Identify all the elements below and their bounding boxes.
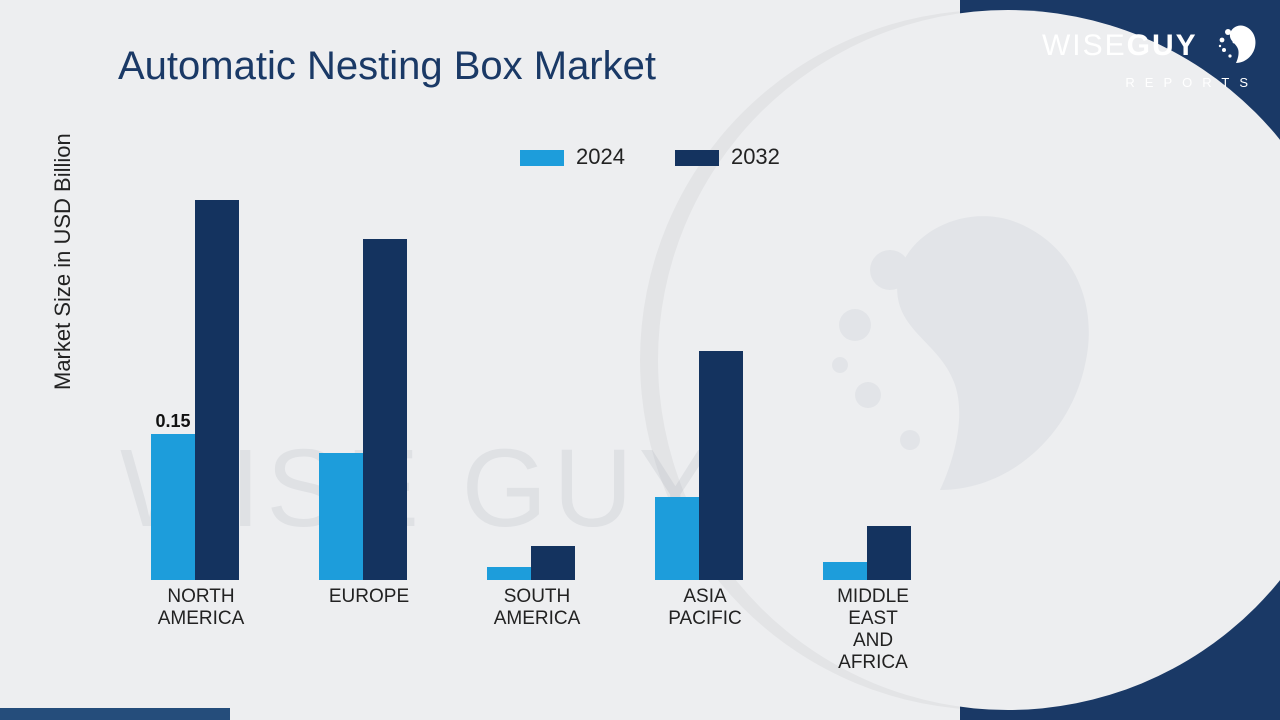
legend-label-2024: 2024 [576,144,625,169]
brand-name-part2: GUY [1127,29,1198,62]
legend-item-2024: 2024 [520,144,625,170]
legend-swatch-2024 [520,150,564,166]
category-label: ASIAPACIFIC [625,580,785,630]
chart-title: Automatic Nesting Box Market [118,44,656,89]
bar-2032 [363,239,407,580]
legend-swatch-2032 [675,150,719,166]
bottom-accent-bar [0,708,230,720]
bar-2032 [699,351,743,580]
brand-name-part1: WISE [1042,29,1127,62]
bar-2032 [867,526,911,580]
bar-value-label: 0.15 [147,411,199,434]
legend: 2024 2032 [520,144,780,170]
chart: Market Size in USD Billion 2024 2032 0.1… [60,160,1000,690]
category-label: SOUTHAMERICA [457,580,617,630]
category-label: NORTHAMERICA [121,580,281,630]
brand-sub: REPORTS [1042,76,1258,89]
category-label: EUROPE [289,580,449,608]
bar-2024 [319,453,363,580]
stage: WISEGUY REPORTS Automatic Nesting Box Ma… [0,0,1280,720]
bar-2024 [655,497,699,580]
category-label: MIDDLEEASTANDAFRICA [793,580,953,673]
bar-2024: 0.15 [151,434,195,580]
bar-2024 [487,567,531,580]
brand-name: WISEGUY [1042,22,1258,72]
bar-2024 [823,562,867,580]
brand-logo: WISEGUY REPORTS [1042,22,1258,89]
plot-area: 0.15NORTHAMERICAEUROPESOUTHAMERICAASIAPA… [130,190,990,580]
bar-2032 [531,546,575,580]
y-axis-label: Market Size in USD Billion [50,133,76,390]
legend-label-2032: 2032 [731,144,780,169]
bar-2032 [195,200,239,580]
brand-head-icon [1214,22,1258,72]
legend-item-2032: 2032 [675,144,780,170]
